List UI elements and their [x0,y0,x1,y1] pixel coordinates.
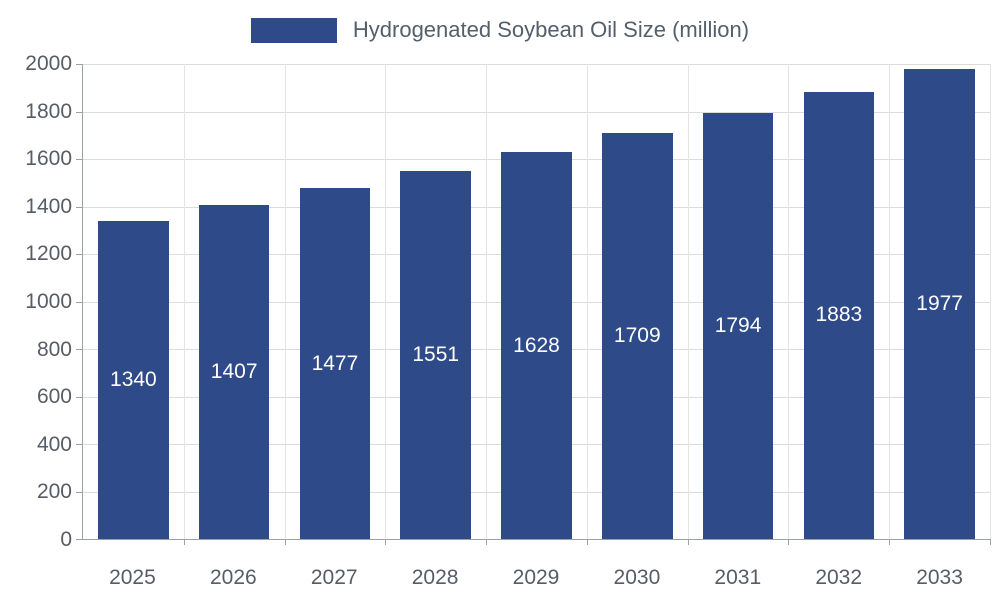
bar-band: 1709 [587,64,688,539]
bar-band: 1477 [285,64,386,539]
y-axis-tick [76,301,83,303]
bar-value-label: 1407 [210,359,258,383]
bar-value-label: 1551 [412,342,460,366]
y-tick-label: 1800 [25,99,72,123]
x-tick-label: 2031 [714,566,762,589]
x-axis-tick [687,539,689,545]
v-gridline [889,64,891,539]
y-axis-labels: 0 200 400 600 800 1000 1200 1400 1600 1800 2000 [0,52,72,551]
h-gridline [83,64,990,65]
v-gridline [990,64,991,539]
v-gridline [486,64,488,539]
bar-value-label: 1794 [714,313,762,337]
bar-band: 1340 [83,64,184,539]
bar-value-label: 1977 [916,292,963,316]
x-axis-tick [788,539,790,545]
y-axis-tick [76,254,83,255]
y-tick-label: 200 [36,480,72,504]
x-axis-tick [385,539,387,545]
x-axis-tick [990,539,991,545]
y-tick-label: 2000 [25,52,72,75]
x-tick-label: 2028 [411,566,459,589]
y-tick-label: 1000 [25,290,72,313]
h-gridline [83,111,990,113]
x-tick-label: 2027 [310,566,358,589]
y-axis-tick [76,396,83,398]
x-tick-label: 2029 [512,566,560,589]
y-tick-label: 400 [36,432,72,456]
bar-2025[interactable]: 1340 [98,220,169,539]
bar-value-label: 1709 [613,324,661,348]
y-axis-tick [76,206,83,208]
x-axis-tick [284,539,286,545]
y-axis-tick [76,64,83,65]
x-tick-label: 2032 [815,566,863,589]
y-tick-label: 600 [36,385,72,409]
y-axis-tick [76,444,83,445]
v-gridline [586,64,588,539]
bar-value-label: 1628 [513,333,560,357]
bar-2033[interactable]: 1977 [904,69,975,539]
bar-value-label: 1477 [311,351,359,375]
bar-value-label: 1883 [815,303,863,327]
x-tick-label: 2030 [613,566,661,589]
y-axis-tick [76,111,83,113]
legend[interactable]: Hydrogenated Soybean Oil Size (million) [0,15,1000,45]
v-gridline [788,64,790,539]
bar-value-label: 1340 [110,367,157,391]
y-axis-tick [76,159,83,160]
y-tick-label: 800 [36,337,72,361]
bar-2027[interactable]: 1477 [299,188,371,539]
bars: 1340 1407 1477 1551 1628 1709 1794 1883 1977 [83,64,990,539]
y-axis-tick [76,539,83,540]
bar-band: 1977 [889,64,990,539]
bar-2029[interactable]: 1628 [501,152,572,539]
x-axis-labels: 2025 2026 2027 2028 2029 2030 2031 2032 2033 [82,562,990,594]
bar-band: 1628 [486,64,587,539]
plot-area: 1340 1407 1477 1551 1628 1709 1794 1883 1977 [76,64,991,545]
x-tick-label: 2026 [209,566,257,589]
y-tick-label: 0 [60,528,72,551]
bar-band: 1551 [385,64,486,539]
y-axis-tick [76,491,83,493]
bar-band: 1794 [688,64,789,539]
bar-2030[interactable]: 1709 [602,133,673,539]
y-tick-label: 1200 [25,242,72,266]
bar-band: 1407 [184,64,285,539]
bar-2032[interactable]: 1883 [803,91,875,539]
x-tick-label: 2025 [109,566,156,589]
v-gridline [687,64,689,539]
bar-2028[interactable]: 1551 [400,170,471,539]
v-gridline [284,64,286,539]
x-axis-tick [486,539,488,545]
legend-swatch [250,17,337,43]
bar-2026[interactable]: 1407 [198,204,270,539]
x-axis-tick [586,539,588,545]
v-gridline [385,64,387,539]
bar-2031[interactable]: 1794 [702,112,774,539]
legend-label: Hydrogenated Soybean Oil Size (million) [352,17,750,42]
y-tick-label: 1600 [25,147,72,171]
x-axis-tick [183,539,185,545]
bar-band: 1883 [788,64,889,539]
x-tick-label: 2033 [916,566,963,589]
v-gridline [183,64,185,539]
y-tick-label: 1400 [25,194,72,218]
y-axis-tick [76,349,83,350]
x-axis-tick [889,539,891,545]
